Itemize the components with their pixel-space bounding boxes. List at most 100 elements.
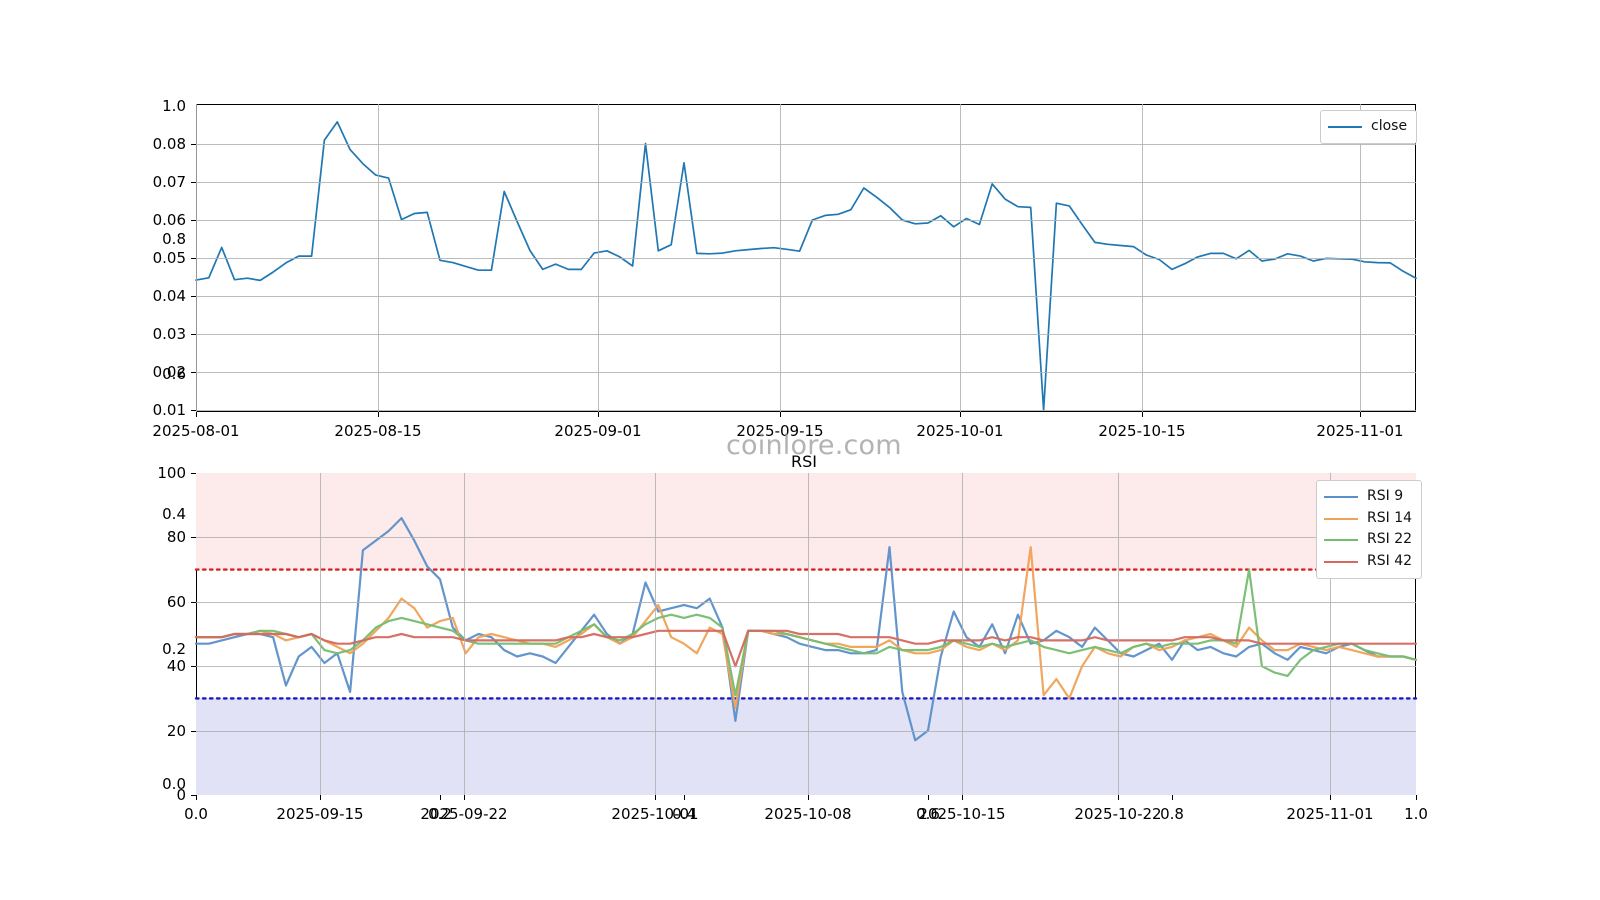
legend-swatch <box>1328 125 1362 128</box>
y-tick <box>191 143 196 145</box>
y-tick <box>191 730 196 732</box>
x-tick <box>1330 795 1331 800</box>
gridline-horizontal <box>196 601 1416 603</box>
x-axis-label: 2025-09-15 <box>736 422 824 440</box>
y-tick <box>191 473 196 474</box>
legend-swatch <box>1324 560 1358 563</box>
x-tick <box>464 795 465 800</box>
y-axis-label: 0.05 <box>152 249 186 267</box>
gridline-horizontal <box>196 410 1416 412</box>
x-tick <box>1360 412 1361 417</box>
x-tick <box>960 412 961 417</box>
rsi-chart-panel: 0 20 40 60 80 100 0.4 0.2 0.0 2025-09-15 2025-09-… <box>0 460 1600 900</box>
price-chart-panel: 0.01 0.02 0.03 0.04 0.05 0.06 0.07 0.08 1.0 0.8 0.… <box>152 97 1418 440</box>
legend-swatch <box>1324 517 1358 520</box>
x-axis-overlay-label: 0.8 <box>1160 805 1184 823</box>
y-axis-overlay-label: 0.2 <box>162 640 186 658</box>
y-tick <box>191 219 196 221</box>
y-tick <box>191 410 196 412</box>
y-axis-label: 0.04 <box>152 287 186 306</box>
x-tick <box>598 412 599 417</box>
legend-label: close <box>1371 118 1408 134</box>
x-tick <box>780 412 781 417</box>
y-axis-label: 0.06 <box>152 210 186 229</box>
gridline-vertical <box>808 473 809 795</box>
x-axis-label: 2025-09-15 <box>276 805 364 823</box>
gridline-horizontal <box>196 334 1416 336</box>
gridline-vertical <box>1360 104 1361 412</box>
rsi-line-rsi-9 <box>194 516 1418 742</box>
x-tick-overlay <box>684 795 685 800</box>
gridline-vertical <box>1118 473 1119 795</box>
rsi-band-oversold <box>196 698 1416 795</box>
y-tick <box>191 181 196 183</box>
y-axis-label: 80 <box>166 528 186 547</box>
x-tick <box>378 412 379 417</box>
x-axis-overlay-label: 0.2 <box>428 805 452 823</box>
y-tick <box>191 601 196 603</box>
x-axis-label: 2025-11-01 <box>1316 422 1404 440</box>
gridline-horizontal <box>196 296 1416 298</box>
x-tick <box>655 795 656 800</box>
y-tick <box>191 795 196 796</box>
gridline-horizontal <box>196 666 1416 668</box>
x-tick <box>196 412 197 417</box>
x-axis-label: 2025-10-22 <box>1074 805 1162 823</box>
gridline-vertical <box>464 473 465 795</box>
y-axis-overlay-label: 0.0 <box>162 775 186 793</box>
x-axis-overlay-label: 0.4 <box>672 805 696 823</box>
gridline-horizontal <box>196 258 1416 259</box>
x-tick <box>1118 795 1119 800</box>
x-axis-label: 2025-10-01 <box>916 422 1004 440</box>
x-tick-overlay <box>1416 795 1417 800</box>
watermark: coinlore.com <box>726 430 902 461</box>
gridline-vertical <box>196 104 197 412</box>
x-tick <box>962 795 963 800</box>
rsi-line-rsi-22 <box>194 568 1418 697</box>
x-axis-overlay-label: 0.6 <box>916 805 940 823</box>
legend-item: RSI 22 <box>1324 529 1412 551</box>
x-tick-overlay <box>196 795 197 800</box>
x-axis-label: 2025-09-01 <box>554 422 642 440</box>
x-axis-label: 2025-08-01 <box>152 422 240 440</box>
x-axis-label: 2025-10-15 <box>918 805 1006 823</box>
y-axis-label: 0.01 <box>152 401 186 420</box>
x-axis-label: 2025-10-15 <box>1098 422 1186 440</box>
rsi-legend: RSI 9 RSI 14 RSI 22 RSI 42 <box>1316 480 1423 579</box>
x-tick <box>320 795 321 800</box>
x-axis-label: 2025-11-01 <box>1286 805 1374 823</box>
legend-swatch <box>1324 495 1358 498</box>
legend-item: close <box>1328 116 1407 138</box>
y-axis-label: 100 <box>157 464 186 482</box>
legend-item: RSI 14 <box>1324 508 1412 530</box>
y-axis-overlay-label: 1.0 <box>162 97 186 115</box>
rsi-series-layer <box>194 473 1418 795</box>
gridline-vertical <box>1142 104 1143 412</box>
gridline-vertical <box>320 473 321 795</box>
y-axis-overlay-label: 0.4 <box>162 505 186 523</box>
y-tick <box>191 372 196 374</box>
gridline-horizontal <box>196 219 1416 221</box>
price-legend: close <box>1320 110 1418 144</box>
y-axis-label: 0 <box>176 786 186 804</box>
y-axis-label: 40 <box>166 657 186 676</box>
price-line-close <box>195 121 1417 411</box>
y-axis-label: 60 <box>166 592 186 611</box>
x-axis-label: 2025-09-22 <box>420 805 508 823</box>
rsi-line-rsi-14 <box>194 545 1418 710</box>
legend-label: RSI 22 <box>1367 531 1413 548</box>
gridline-horizontal <box>196 537 1416 539</box>
gridline-horizontal <box>196 730 1416 732</box>
x-tick-overlay <box>1172 795 1173 800</box>
gridline-vertical <box>1330 473 1331 795</box>
x-tick-overlay <box>928 795 929 800</box>
y-axis-overlay-label: 0.8 <box>162 230 186 248</box>
y-axis-overlay-label: 0.6 <box>162 365 186 383</box>
x-axis-overlay-label: 0.0 <box>184 805 208 823</box>
x-axis-label: 2025-10-01 <box>611 805 699 823</box>
x-tick <box>808 795 809 800</box>
rsi-subtitle: RSI <box>791 452 817 471</box>
y-axis-label: 0.08 <box>152 134 186 153</box>
rsi-band-overbought <box>196 473 1416 570</box>
